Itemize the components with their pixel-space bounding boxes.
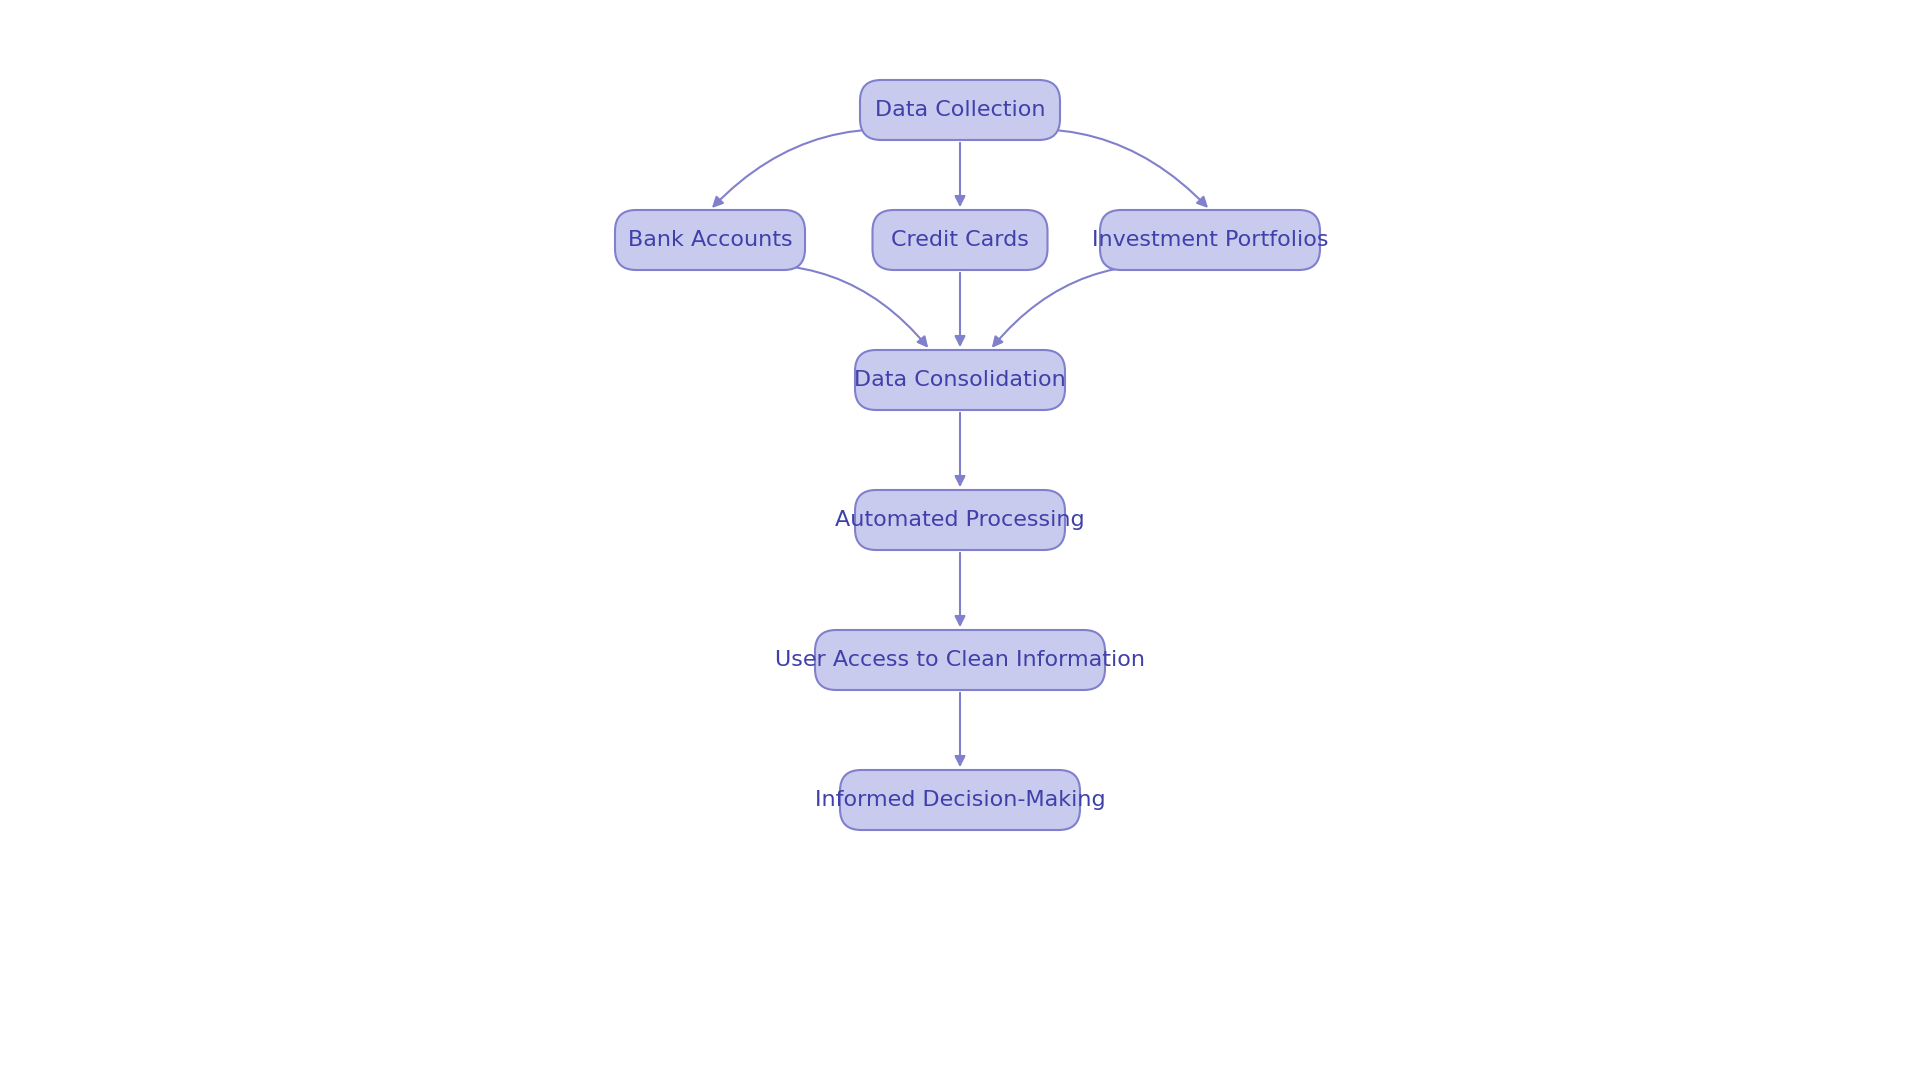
FancyBboxPatch shape	[854, 490, 1066, 550]
Text: User Access to Clean Information: User Access to Clean Information	[776, 650, 1144, 670]
FancyBboxPatch shape	[841, 770, 1079, 830]
FancyBboxPatch shape	[614, 210, 804, 270]
FancyBboxPatch shape	[854, 350, 1066, 410]
Text: Investment Portfolios: Investment Portfolios	[1092, 230, 1329, 250]
Text: Data Collection: Data Collection	[876, 100, 1044, 120]
Text: Informed Decision-Making: Informed Decision-Making	[814, 790, 1106, 810]
FancyBboxPatch shape	[872, 210, 1048, 270]
Text: Credit Cards: Credit Cards	[891, 230, 1029, 250]
FancyBboxPatch shape	[814, 630, 1106, 690]
FancyBboxPatch shape	[1100, 210, 1321, 270]
Text: Data Consolidation: Data Consolidation	[854, 370, 1066, 390]
FancyBboxPatch shape	[860, 80, 1060, 140]
Text: Bank Accounts: Bank Accounts	[628, 230, 793, 250]
Text: Automated Processing: Automated Processing	[835, 510, 1085, 530]
